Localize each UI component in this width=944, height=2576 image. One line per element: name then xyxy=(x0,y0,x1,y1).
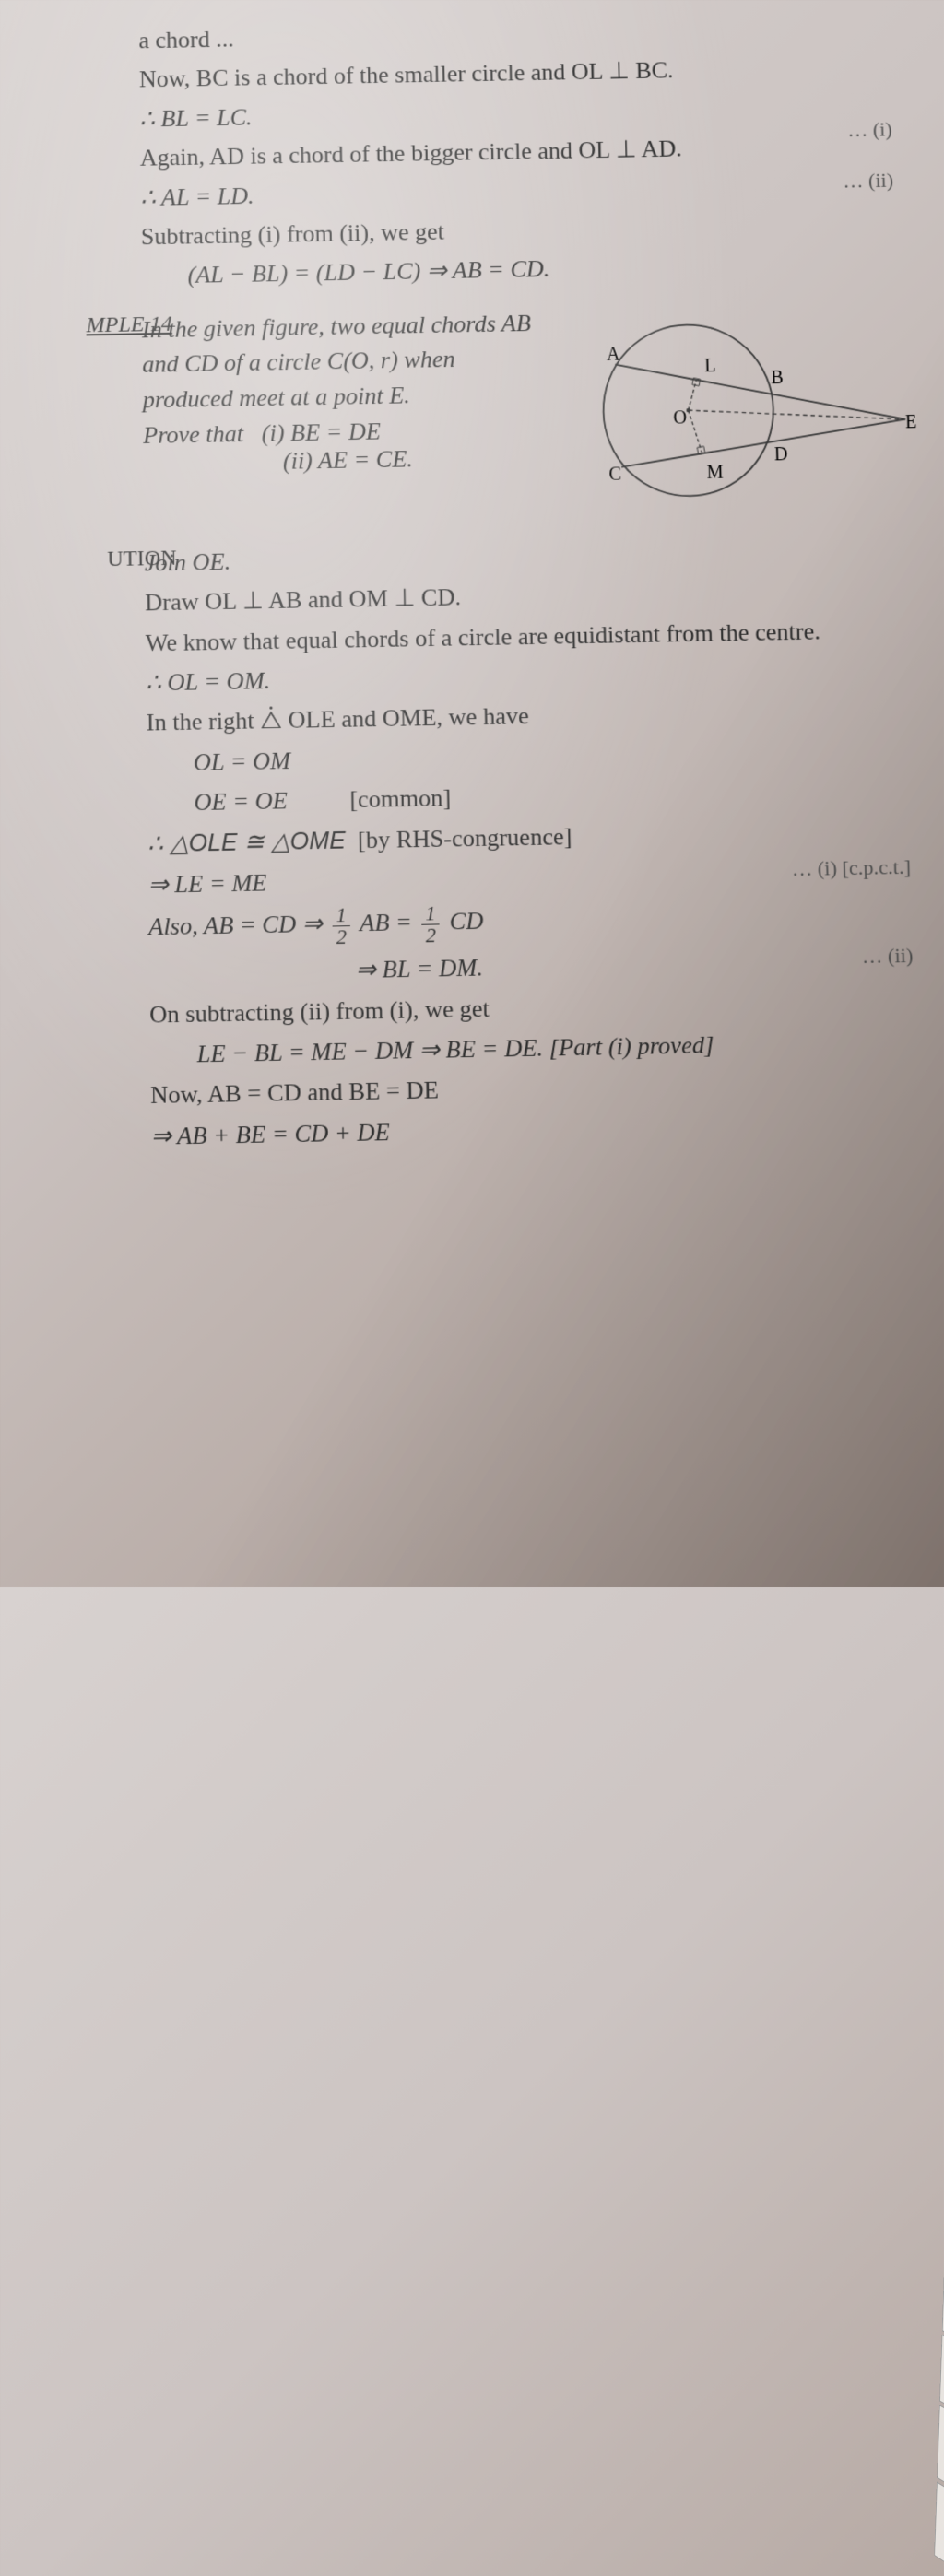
figure-label-m: M xyxy=(706,462,724,483)
circle-chords-figure: A L B O E D M C xyxy=(559,299,920,520)
figure-label-e: E xyxy=(905,411,917,432)
figure-label-b: B xyxy=(771,367,784,388)
equation-line: ⇒ AB + BE = CD + DE xyxy=(103,1105,936,1155)
prove-item: (i) BE = DE xyxy=(262,418,381,447)
formula-strip: (x+y)² (x−y)² x²−y² (x+a)(x+ (x + y + (x… xyxy=(934,1623,944,2576)
equation-line: Also, AB = CD ⇒ 1 2 AB = 1 2 CD xyxy=(101,894,931,952)
prove-label: Prove that xyxy=(143,419,243,448)
equation-line: (AL − BL) = (LD − LC) ⇒ AB = CD. xyxy=(95,246,914,294)
figure-label-c: C xyxy=(608,464,621,485)
formula-cell: (x+y)² xyxy=(934,2482,944,2576)
figure-label-d: D xyxy=(774,443,788,465)
equation-ref: … (i) xyxy=(847,117,892,142)
equation-ref: … (ii) xyxy=(843,168,893,193)
fraction: 1 2 xyxy=(421,903,440,947)
fraction: 1 2 xyxy=(332,905,350,948)
solution-label: UTION xyxy=(107,546,177,572)
example-statement: In the given figure, two equal chords AB… xyxy=(142,305,552,418)
textbook-page: a chord ... Now, BC is a chord of the sm… xyxy=(0,0,944,1220)
figure-label-o: O xyxy=(673,407,687,429)
equation-ref: … (ii) xyxy=(862,944,914,970)
prove-item: (ii) AE = CE. xyxy=(283,445,413,475)
figure-label-a: A xyxy=(607,344,621,365)
example-label: MPLE 14 xyxy=(86,312,172,338)
figure-label-l: L xyxy=(704,355,716,376)
equation-ref: … (i) [c.p.c.t.] xyxy=(791,854,911,881)
